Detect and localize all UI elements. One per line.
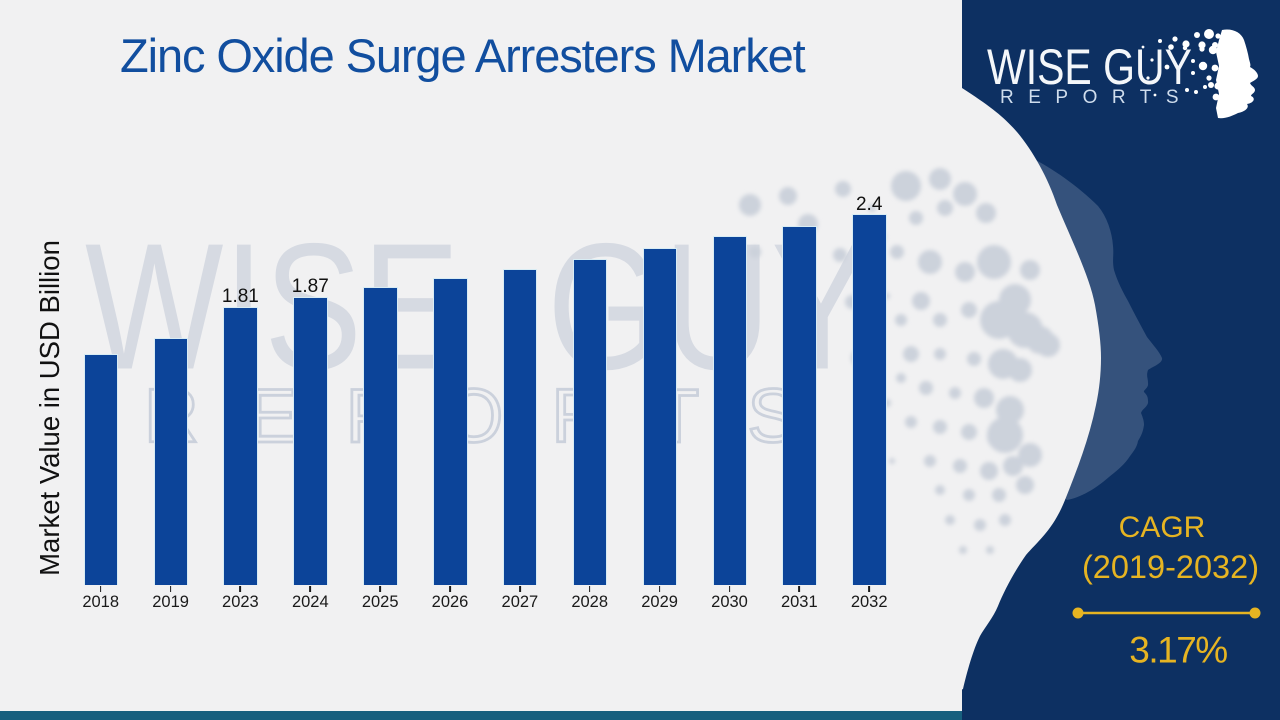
svg-text:3.17%: 3.17%: [1129, 630, 1227, 671]
svg-text:CAGR: CAGR: [1119, 511, 1206, 544]
svg-text:WISE GUY: WISE GUY: [987, 39, 1192, 95]
svg-text:REPORTS: REPORTS: [1000, 87, 1193, 108]
svg-text:(2019-2032): (2019-2032): [1082, 549, 1259, 585]
